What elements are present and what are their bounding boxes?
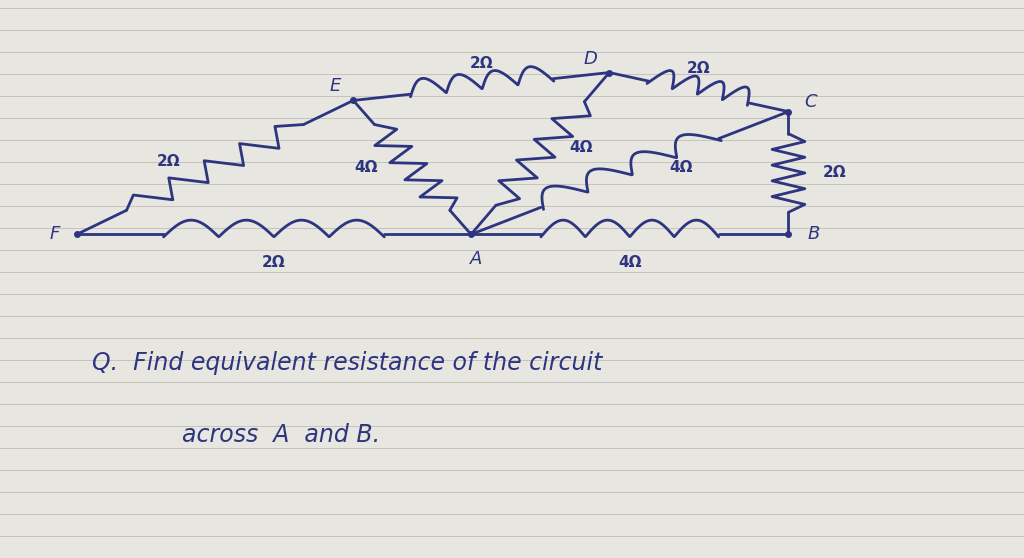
Text: 2Ω: 2Ω (469, 56, 494, 70)
Text: 4Ω: 4Ω (618, 255, 641, 270)
Text: 4Ω: 4Ω (569, 141, 593, 155)
Text: A: A (470, 251, 482, 268)
Text: F: F (49, 225, 59, 243)
Text: 2Ω: 2Ω (687, 61, 711, 76)
Text: 4Ω: 4Ω (670, 160, 692, 175)
Text: E: E (329, 78, 341, 95)
Text: C: C (805, 93, 817, 110)
Text: B: B (808, 225, 820, 243)
Text: across  A  and B.: across A and B. (92, 423, 380, 448)
Text: 2Ω: 2Ω (157, 155, 181, 169)
Text: 2Ω: 2Ω (822, 166, 847, 180)
Text: 2Ω: 2Ω (262, 255, 286, 270)
Text: 4Ω: 4Ω (354, 160, 378, 175)
Text: Q.  Find equivalent resistance of the circuit: Q. Find equivalent resistance of the cir… (92, 350, 602, 375)
Text: D: D (584, 50, 598, 68)
